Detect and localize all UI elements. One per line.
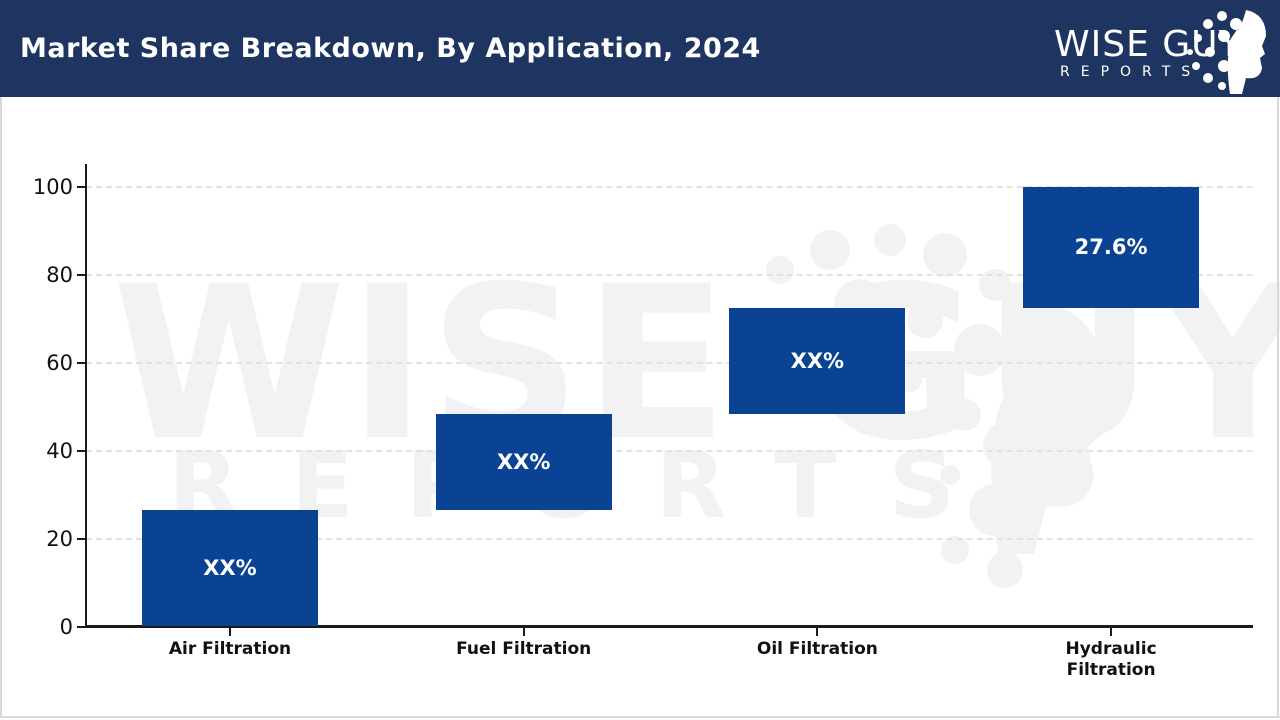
gridline-100 (86, 185, 1253, 188)
page-title: Market Share Breakdown, By Application, … (20, 33, 761, 64)
x-axis-label-1: Fuel Filtration (456, 639, 592, 659)
y-tick-label-80: 80 (46, 262, 73, 287)
bar-value-label: XX% (203, 556, 257, 581)
y-tick-label-40: 40 (46, 438, 73, 463)
y-tick-100 (77, 185, 85, 188)
header: Market Share Breakdown, By Application, … (0, 0, 1280, 97)
bar-value-label: 27.6% (1074, 235, 1148, 260)
y-tick-label-100: 100 (32, 174, 73, 199)
bar-oil-filtration (729, 307, 906, 414)
bar-hydraulic-filtration (1023, 186, 1200, 308)
x-axis-label-3: Hydraulic Filtration (1065, 639, 1157, 681)
x-tick-3 (1110, 628, 1113, 636)
y-tick-0 (77, 625, 85, 628)
y-tick-80 (77, 273, 85, 276)
y-tick-40 (77, 449, 85, 452)
gridline-40 (86, 449, 1253, 452)
logo-wordmark: WISE GUY (1054, 24, 1242, 65)
bar-value-label: XX% (790, 348, 845, 373)
x-axis-label-0: Air Filtration (168, 639, 292, 659)
bar-fuel-filtration (435, 413, 612, 511)
gridline-60 (86, 361, 1253, 364)
brand-logo: WISE GUY REPORTS (1022, 8, 1266, 94)
bar-air-filtration (142, 510, 318, 627)
figure-border-left (0, 97, 2, 718)
x-tick-0 (229, 628, 231, 636)
gridline-80 (86, 273, 1253, 276)
y-tick-label-0: 0 (59, 614, 73, 639)
x-tick-1 (522, 628, 525, 636)
logo-subtext: REPORTS (1060, 64, 1202, 80)
y-tick-label-20: 20 (46, 526, 73, 551)
figure-border-bottom (0, 716, 1280, 718)
x-axis-line (85, 625, 1253, 628)
logo-head-icon (1187, 10, 1266, 94)
y-tick-20 (77, 537, 85, 540)
gridline-20 (86, 537, 1253, 540)
x-axis-label-2: Oil Filtration (756, 639, 878, 659)
y-tick-60 (77, 361, 85, 364)
y-tick-label-60: 60 (46, 350, 73, 375)
figure-border-right (1277, 97, 1279, 718)
y-axis-line (85, 164, 87, 628)
x-tick-2 (816, 628, 819, 636)
bar-value-label: XX% (496, 449, 551, 474)
